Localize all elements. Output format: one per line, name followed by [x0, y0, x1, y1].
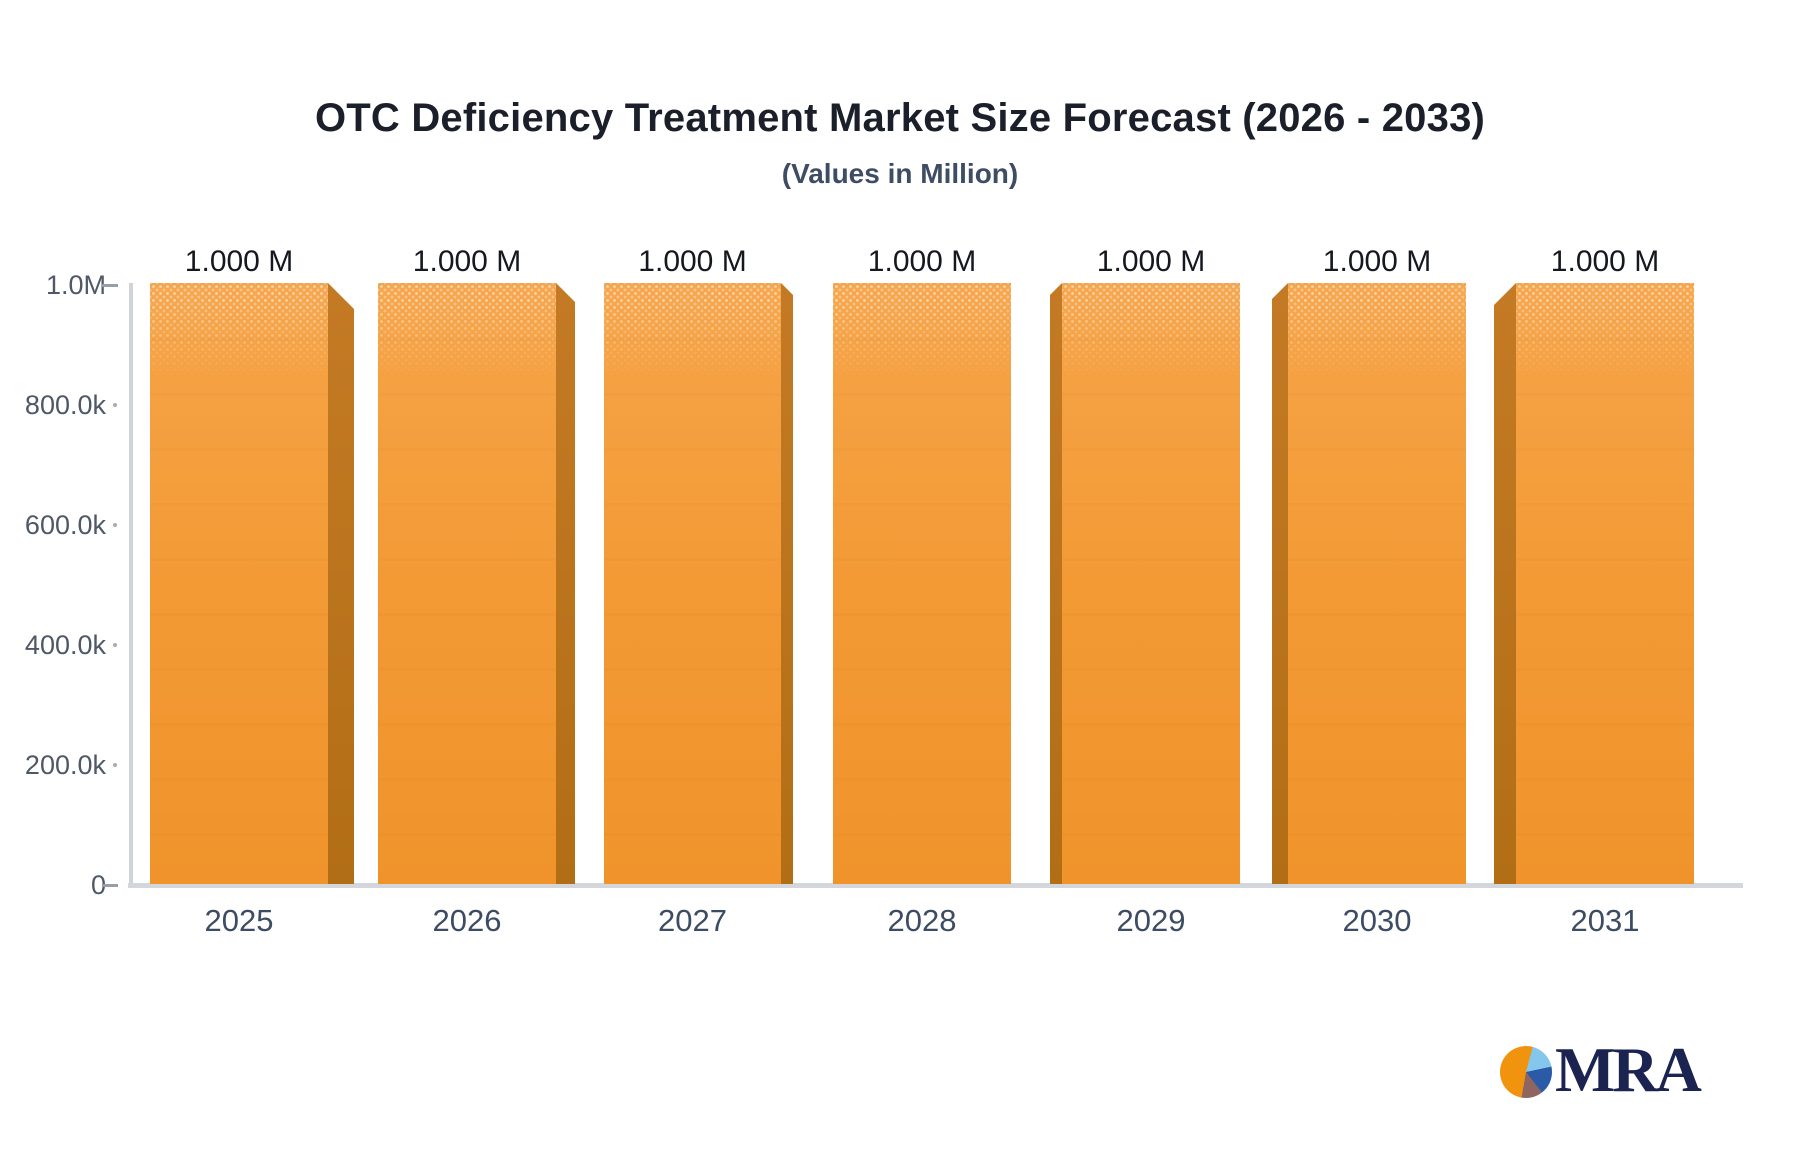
y-tick-mark [113, 403, 117, 407]
bar-3d-side [1050, 283, 1062, 884]
y-tick-label-600k: 600.0k [24, 510, 106, 540]
chart-title: OTC Deficiency Treatment Market Size For… [314, 96, 1486, 140]
y-axis-line [129, 283, 133, 886]
y-tick-mark [113, 523, 117, 527]
bar-3d-side [328, 283, 354, 884]
mra-logo-text: MRA [1555, 1034, 1702, 1105]
chart-subtitle: (Values in Million) [781, 158, 1019, 189]
bar-2028[interactable] [833, 283, 1011, 884]
bar-3d-side [1494, 283, 1516, 884]
y-tick-label-1m: 1.0M [45, 270, 106, 300]
bar-value-label: 1.000 M [1322, 245, 1432, 278]
x-axis-label-2027: 2027 [658, 903, 727, 938]
y-tick-label-800k: 800.0k [24, 390, 106, 420]
y-tick-label-0: 0 [90, 870, 106, 900]
bar-value-label: 1.000 M [867, 245, 977, 278]
bar-2030[interactable] [1288, 283, 1466, 884]
bar-value-label: 1.000 M [184, 245, 294, 278]
y-tick-mark [102, 284, 118, 287]
y-tick-mark [102, 884, 118, 887]
x-axis-label-2030: 2030 [1342, 903, 1412, 938]
bar-value-label: 1.000 M [1550, 245, 1660, 278]
x-axis-label-2026: 2026 [432, 903, 502, 938]
bar-value-label: 1.000 M [1096, 245, 1206, 278]
bar-2027[interactable] [604, 283, 781, 884]
x-axis-label-2025: 2025 [204, 903, 274, 938]
bar-2031[interactable] [1516, 283, 1694, 884]
bar-3d-side [781, 283, 793, 884]
x-axis-label-2031: 2031 [1570, 903, 1640, 938]
bar-2025[interactable] [150, 283, 328, 884]
x-axis-label-2029: 2029 [1116, 903, 1186, 938]
y-tick-mark [113, 763, 117, 767]
bar-3d-side [1272, 283, 1288, 884]
bar-2029[interactable] [1062, 283, 1240, 884]
bar-value-label: 1.000 M [638, 245, 747, 278]
bar-2026[interactable] [378, 283, 556, 884]
y-tick-label-200k: 200.0k [24, 750, 106, 780]
x-axis-label-2028: 2028 [887, 903, 957, 938]
bar-3d-side [556, 283, 575, 884]
y-tick-mark [113, 643, 117, 647]
y-tick-label-400k: 400.0k [24, 630, 106, 660]
mra-logo: MRA [1500, 1034, 1702, 1108]
bar-value-label: 1.000 M [412, 245, 522, 278]
mra-pie-chart-icon [1500, 1046, 1552, 1098]
x-axis-baseline [128, 883, 1743, 888]
